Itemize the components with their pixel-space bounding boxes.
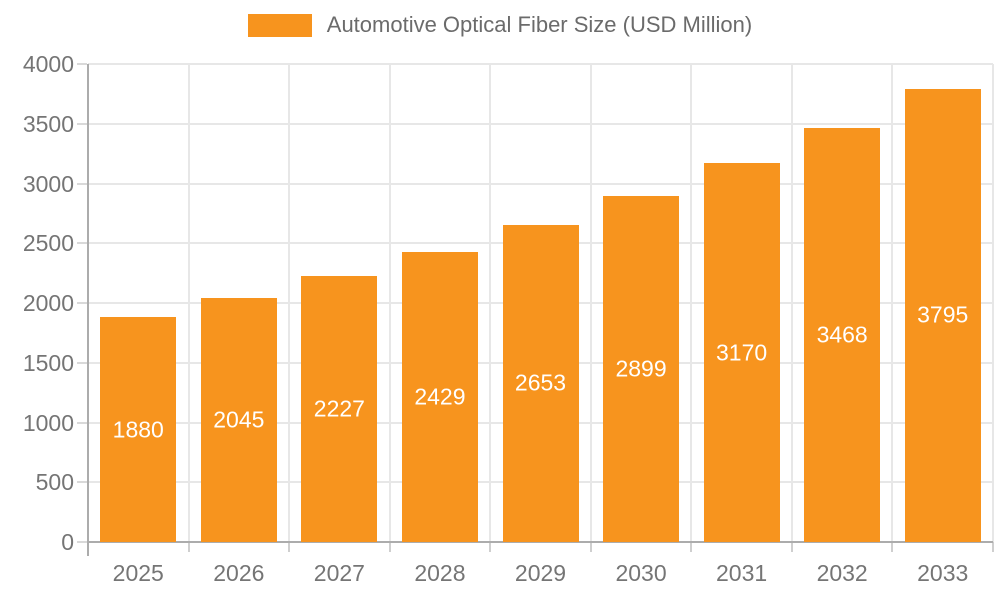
y-axis-label: 1500 <box>22 349 74 376</box>
y-axis-label: 3000 <box>22 170 74 197</box>
bar-2026[interactable]: 2045 <box>200 297 277 542</box>
plot-area: 1880 2045 2227 2429 2653 2899 3170 3468 3795 <box>77 63 994 556</box>
bar-value-label: 1880 <box>112 416 164 443</box>
x-axis-label: 2026 <box>213 560 265 586</box>
x-axis-label: 2033 <box>917 560 969 586</box>
y-axis-label: 2000 <box>22 290 74 316</box>
bar-2033[interactable]: 3795 <box>904 88 981 542</box>
x-axis-tick <box>891 542 894 552</box>
y-axis-tick <box>77 541 87 543</box>
bar-value-label: 2429 <box>414 383 466 410</box>
x-axis-label: 2025 <box>112 560 164 586</box>
bar-value-label: 3795 <box>917 301 969 328</box>
x-axis-label: 2030 <box>615 560 667 586</box>
bar-2031[interactable]: 3170 <box>703 163 780 542</box>
y-axis-label: 3500 <box>22 110 74 137</box>
gridline-horizontal <box>88 182 993 185</box>
bar-2032[interactable]: 3468 <box>804 127 881 542</box>
y-axis-tick <box>77 421 87 424</box>
bar-2025[interactable]: 1880 <box>100 317 177 542</box>
y-axis-label: 2500 <box>22 230 74 257</box>
y-axis-tick <box>77 481 87 484</box>
y-axis-label: 4000 <box>22 51 74 77</box>
bar-2028[interactable]: 2429 <box>401 251 478 542</box>
y-axis-line <box>87 64 89 556</box>
gridline-vertical <box>992 64 994 542</box>
y-axis-tick <box>77 302 87 304</box>
bar-2030[interactable]: 2899 <box>603 195 680 542</box>
y-axis-label: 0 <box>61 529 74 555</box>
x-axis-label: 2028 <box>414 560 466 586</box>
gridline-vertical <box>690 64 693 542</box>
gridline-vertical <box>388 64 391 542</box>
x-axis-label: 2027 <box>313 560 365 586</box>
y-axis-tick <box>77 361 87 364</box>
gridline-vertical <box>790 64 793 542</box>
y-axis-label: 1000 <box>22 409 74 436</box>
x-axis-tick <box>992 542 994 552</box>
legend-label: Automotive Optical Fiber Size (USD Milli… <box>326 12 753 37</box>
x-axis-label: 2031 <box>716 560 768 586</box>
x-axis-tick <box>187 542 190 552</box>
x-axis-label: 2032 <box>816 560 868 586</box>
x-axis-tick <box>388 542 391 552</box>
gridline-vertical <box>187 64 190 542</box>
bar-value-label: 2045 <box>213 406 265 433</box>
x-axis-label: 2029 <box>514 560 567 586</box>
y-axis-tick <box>77 122 87 125</box>
bar-value-label: 2227 <box>313 395 365 422</box>
bar-2027[interactable]: 2227 <box>301 275 378 542</box>
bar-value-label: 2899 <box>615 355 667 382</box>
gridline-horizontal <box>88 63 993 65</box>
x-axis-tick <box>489 542 492 552</box>
bar-value-label: 3468 <box>816 321 868 348</box>
bar-value-label: 2653 <box>514 369 567 396</box>
x-axis-tick <box>288 542 291 552</box>
x-axis-line <box>88 541 993 543</box>
gridline-vertical <box>891 64 894 542</box>
gridline-vertical <box>589 64 592 542</box>
gridline-horizontal <box>88 122 993 125</box>
x-axis-tick <box>790 542 793 552</box>
gridline-vertical <box>288 64 291 542</box>
x-axis-tick <box>690 542 693 552</box>
y-axis-label: 500 <box>35 469 74 496</box>
y-axis-tick <box>77 242 87 245</box>
gridline-vertical <box>489 64 492 542</box>
y-axis-tick <box>77 182 87 185</box>
bar-2029[interactable]: 2653 <box>502 224 579 542</box>
bar-value-label: 3170 <box>716 339 768 366</box>
legend-item[interactable]: Automotive Optical Fiber Size (USD Milli… <box>0 12 1000 38</box>
x-axis-tick <box>589 542 592 552</box>
legend-swatch-icon <box>247 13 312 37</box>
y-axis-tick <box>77 63 87 65</box>
